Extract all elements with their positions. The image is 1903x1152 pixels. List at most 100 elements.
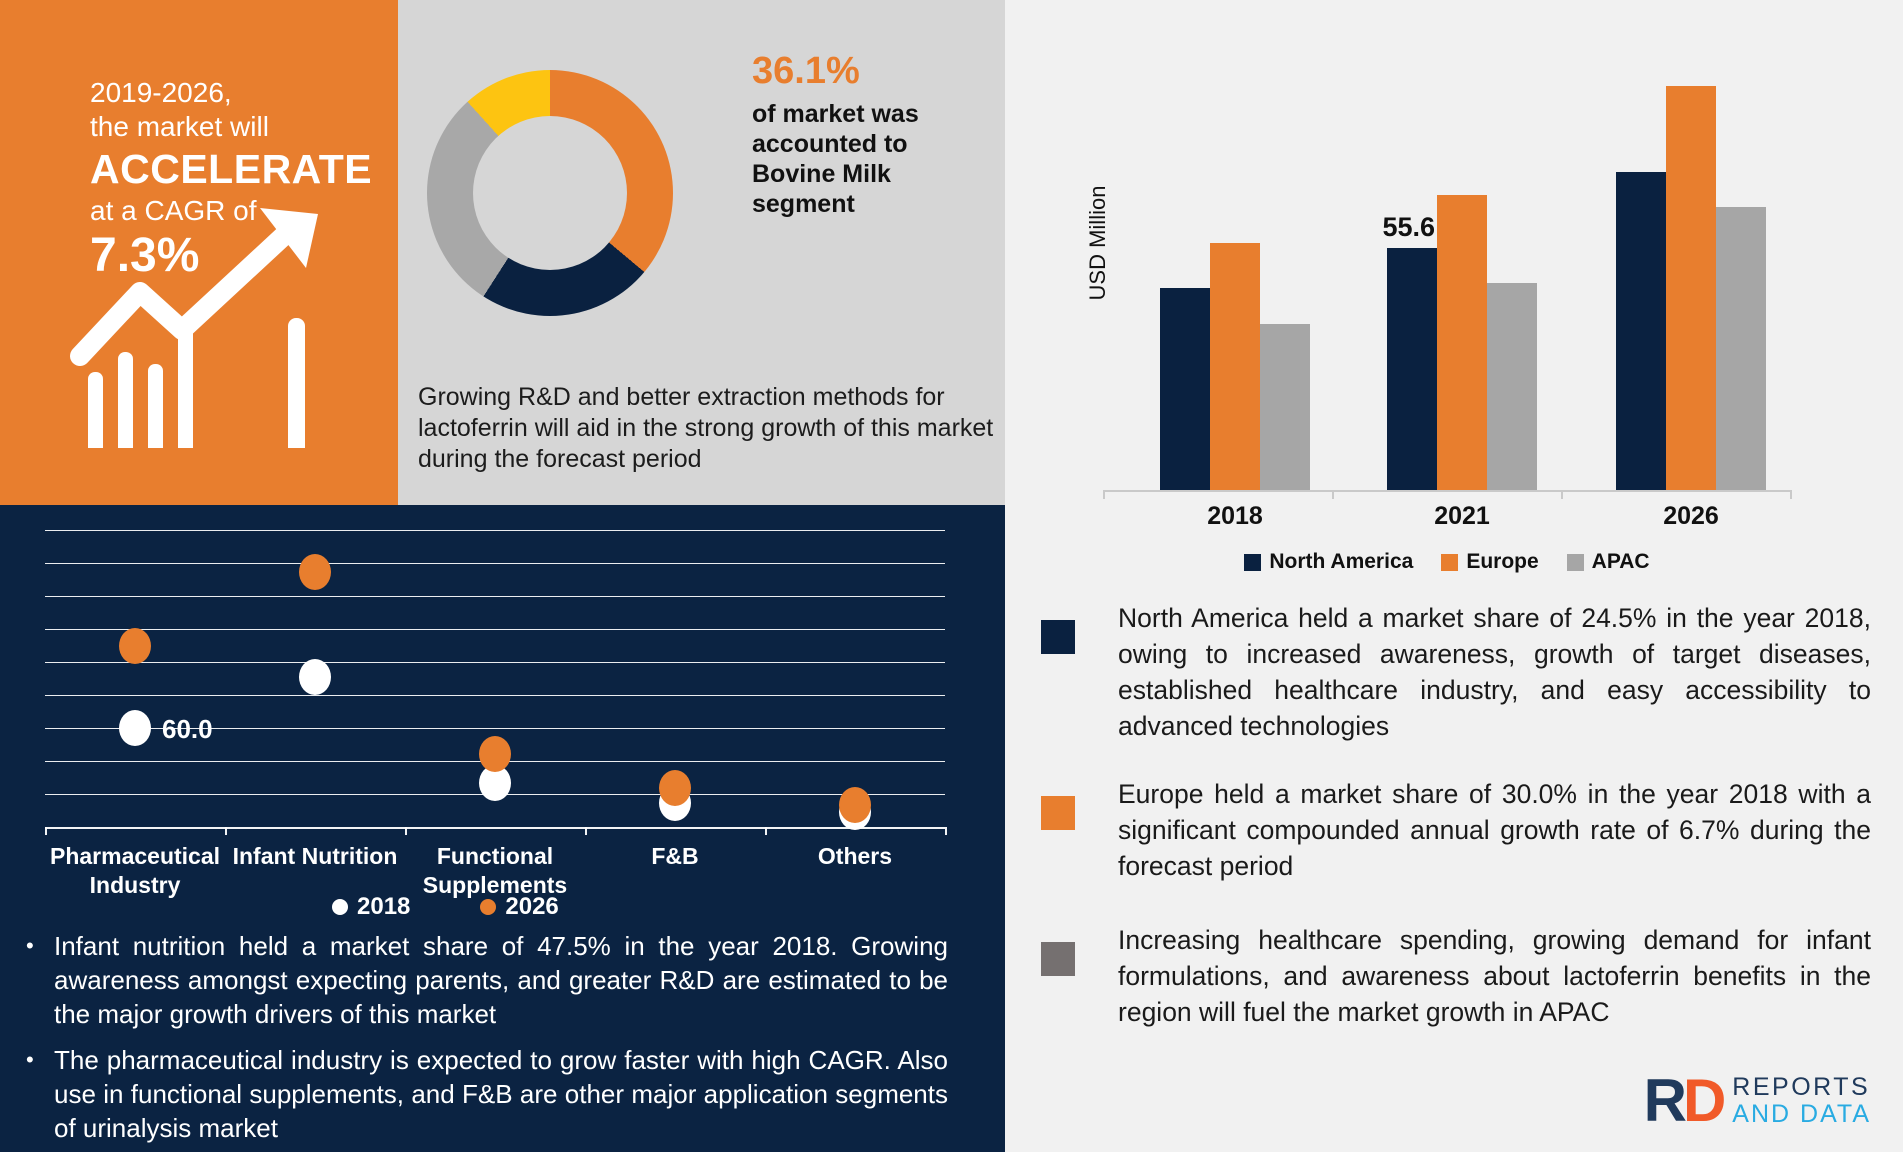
dot-legend-swatch (332, 899, 348, 915)
grid-line-3 (45, 629, 945, 630)
category-label-functional-supplements: Functional Supplements (422, 843, 568, 898)
logo-mark: RD (1644, 1071, 1727, 1131)
dot-2026-functional-supplements (479, 736, 511, 773)
cagr-line-accelerate: ACCELERATE (90, 146, 373, 192)
donut-hole (473, 116, 627, 270)
legend-swatch (1244, 553, 1262, 571)
cagr-panel: 2019-2026, the market will ACCELERATE at… (0, 0, 398, 505)
dot-legend-swatch (480, 899, 497, 915)
category-label-f&b: F&B (651, 843, 699, 869)
grid-line-4 (45, 662, 945, 663)
bar-north-america-2021 (1387, 248, 1437, 490)
grid-line-2 (45, 596, 945, 597)
bar-chart-legend: North America Europe APAC (1103, 550, 1791, 574)
legend-item-north-america: North America (1244, 550, 1413, 574)
bar-north-america-2026 (1616, 172, 1666, 490)
bar-data-label: 55.6 (1382, 212, 1435, 242)
dot-plot-tick-4 (765, 827, 767, 835)
x-axis-tick-2 (1561, 490, 1563, 499)
x-axis-tick-1 (1332, 490, 1334, 499)
x-axis-label-2018: 2018 (1207, 502, 1263, 530)
dot-legend-item-2018: 2018 (332, 893, 410, 921)
bar-chart-x-axis (1103, 490, 1791, 492)
dot-plot-tick-3 (585, 827, 587, 835)
application-bullet-2: • The pharmaceutical industry is expected… (26, 1043, 948, 1145)
application-bullet-list: • Infant nutrition held a market share of… (26, 929, 948, 1152)
logo-text: REPORTS AND DATA (1732, 1074, 1871, 1128)
bar-europe-2018 (1210, 242, 1260, 490)
bovine-milk-donut-chart (427, 70, 673, 316)
growth-arrow-icon (70, 208, 318, 448)
dot-2026-others (839, 787, 871, 824)
legend-label: North America (1269, 550, 1414, 573)
dot-2026-infant-nutrition (299, 554, 331, 591)
donut-stat: 36.1% (752, 50, 860, 92)
legend-label: APAC (1591, 550, 1650, 573)
bullet-text: The pharmaceutical industry is expected … (54, 1045, 948, 1143)
bar-apac-2018 (1260, 324, 1310, 490)
bar-north-america-2018 (1160, 288, 1210, 490)
grid-line-5 (45, 695, 945, 696)
donut-panel: 36.1% of market was accounted to Bovine … (398, 0, 1005, 505)
dot-plot-legend: 2018 2026 (332, 893, 559, 921)
logo-letter-r: R (1643, 1067, 1687, 1134)
region-bullet-apac: Increasing healthcare spending, growing … (1041, 922, 1871, 1030)
region-bullet-text: Increasing healthcare spending, growing … (1118, 925, 1871, 1027)
bar-chart-y-axis-label: USD Million (1085, 185, 1110, 301)
category-label-pharmaceutical-industry: Pharmaceutical Industry (49, 843, 221, 898)
legend-item-europe: Europe (1441, 550, 1539, 574)
donut-note: Growing R&D and better extraction method… (418, 383, 994, 473)
x-axis-label-2026: 2026 (1663, 502, 1719, 530)
cagr-line-years: 2019-2026, (90, 77, 232, 108)
application-bullet-1: • Infant nutrition held a market share of… (26, 929, 948, 1031)
dot-plot-tick-0 (45, 827, 47, 835)
cagr-line-2: the market will (90, 111, 269, 142)
logo-letter-d: D (1682, 1067, 1726, 1134)
dot-2018-infant-nutrition (299, 659, 331, 695)
region-swatch-north-america (1041, 620, 1075, 654)
application-panel: 60.0 Pharmaceutical Industry Infant Nutrit… (0, 505, 1005, 1152)
region-swatch-europe (1041, 796, 1075, 830)
legend-item-apac: APAC (1566, 550, 1650, 574)
dot-plot-tick-5 (945, 827, 947, 835)
reports-and-data-logo: RD REPORTS AND DATA (1644, 1071, 1871, 1131)
bullet-text: Infant nutrition held a market share of … (54, 931, 948, 1029)
bullet-marker: • (26, 1047, 34, 1072)
region-swatch-apac (1041, 942, 1075, 976)
legend-swatch (1441, 553, 1459, 571)
category-label-others: Others (817, 843, 893, 869)
legend-swatch (1566, 553, 1584, 571)
x-axis-label-2021: 2021 (1434, 502, 1490, 530)
region-bullet-text: Europe held a market share of 30.0% in t… (1118, 779, 1871, 881)
logo-text-and-data: AND DATA (1732, 1100, 1871, 1128)
dot-legend-label: 2018 (357, 893, 411, 920)
grid-line-6 (45, 728, 945, 729)
bar-europe-2026 (1666, 85, 1716, 490)
x-axis-tick-3 (1790, 490, 1792, 499)
bar-europe-2021 (1437, 195, 1487, 490)
dot-plot-x-axis (45, 827, 945, 829)
x-axis-tick-0 (1103, 490, 1105, 499)
dot-plot-tick-1 (225, 827, 227, 835)
dot-2018-pharmaceutical-industry (119, 710, 151, 746)
cagr-value: 7.3% (90, 229, 200, 282)
legend-label: Europe (1466, 550, 1539, 573)
cagr-statement: 2019-2026, the market will ACCELERATE at… (90, 76, 372, 284)
bullet-marker: • (26, 933, 34, 958)
regional-panel: USD Million 2018 2021 2026 55.6 North Ameri… (1005, 0, 1903, 1152)
dot-plot-tick-2 (405, 827, 407, 835)
dot-2026-f&b (659, 770, 691, 807)
dot-legend-label: 2026 (505, 893, 559, 920)
dot-legend-item-2026: 2026 (480, 893, 559, 921)
cagr-line-4: at a CAGR of (90, 195, 257, 226)
category-label-infant-nutrition: Infant Nutrition (232, 843, 398, 869)
logo-text-reports: REPORTS (1732, 1073, 1871, 1101)
region-bullet-text: North America held a market share of 24.… (1118, 603, 1871, 741)
grid-line-0 (45, 530, 945, 531)
dot-data-label: 60.0 (162, 714, 213, 744)
region-bullet-europe: Europe held a market share of 30.0% in t… (1041, 776, 1871, 884)
bar-apac-2026 (1716, 207, 1766, 490)
grid-line-1 (45, 563, 945, 564)
donut-caption: of market was accounted to Bovine Milk s… (752, 100, 919, 218)
